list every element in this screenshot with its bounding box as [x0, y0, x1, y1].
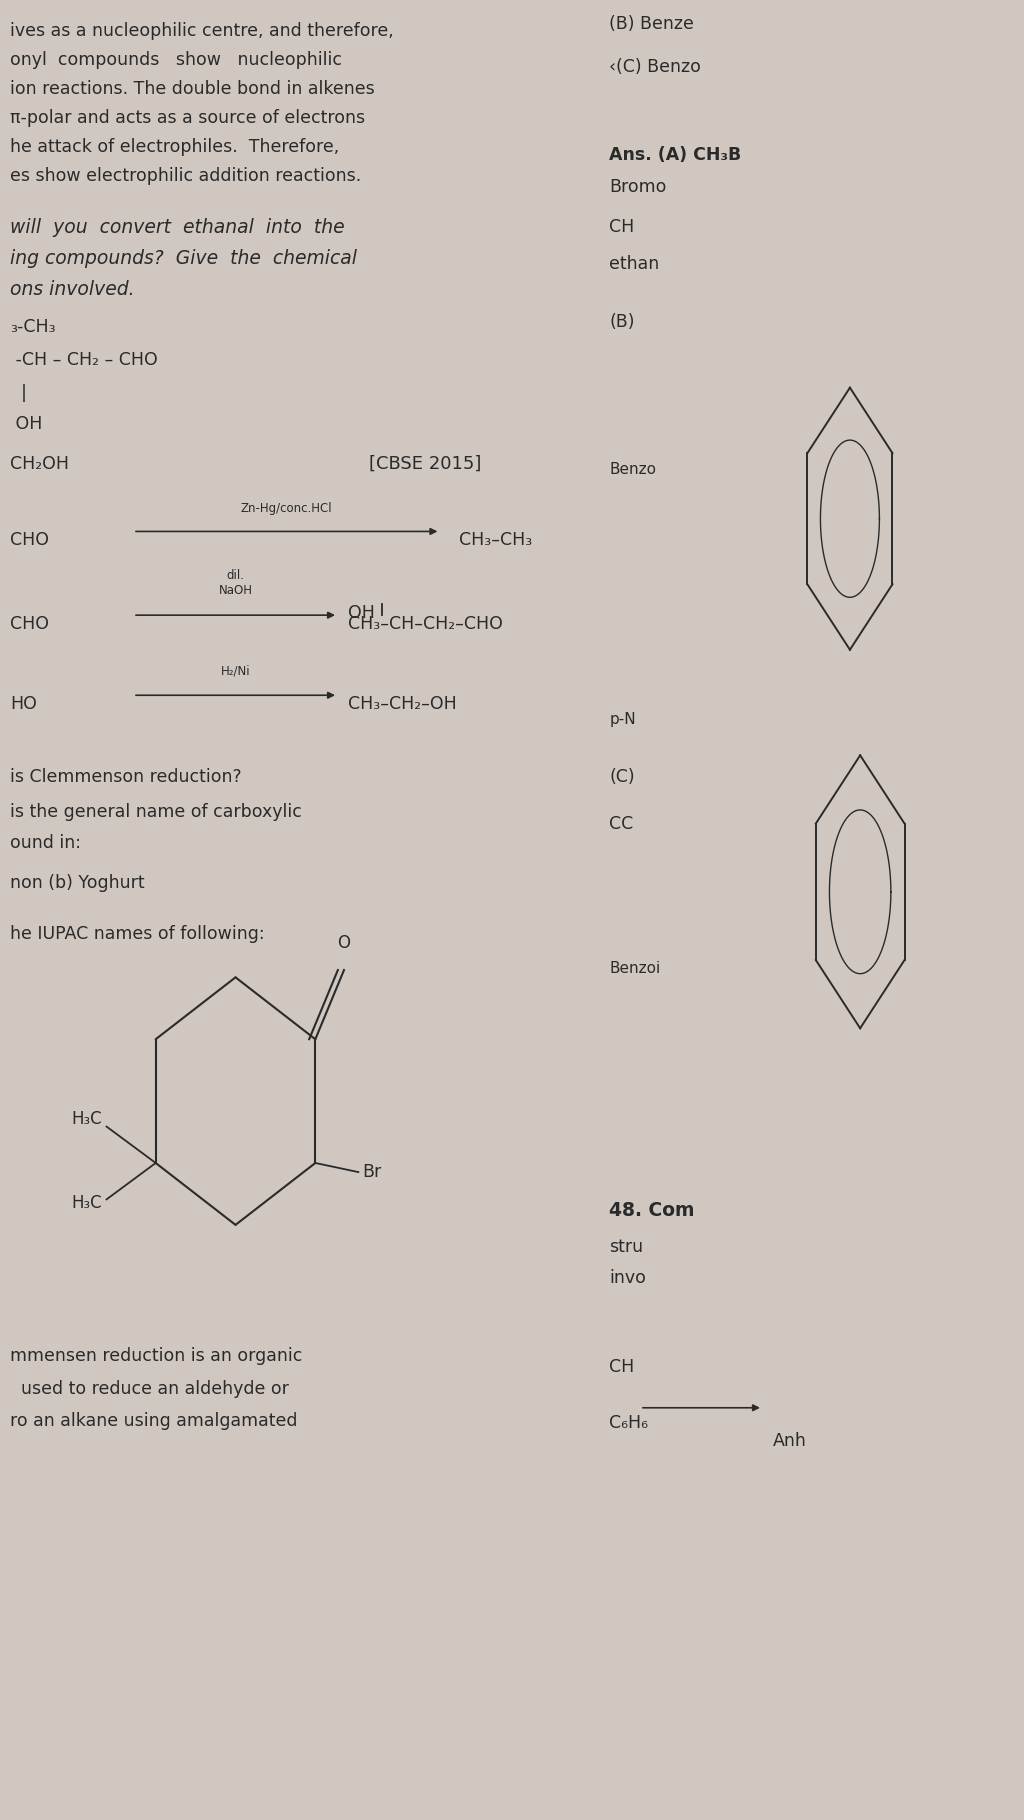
- Text: CH: CH: [609, 1358, 635, 1376]
- Text: is Clemmenson reduction?: is Clemmenson reduction?: [10, 768, 242, 786]
- Text: H₂/Ni: H₂/Ni: [221, 664, 250, 677]
- Text: dil.
NaOH: dil. NaOH: [218, 570, 253, 597]
- Text: (B) Benze: (B) Benze: [609, 15, 694, 33]
- Text: ₃-CH₃: ₃-CH₃: [10, 318, 56, 337]
- Text: invo: invo: [609, 1269, 646, 1287]
- Text: non (b) Yoghurt: non (b) Yoghurt: [10, 874, 144, 892]
- Text: will  you  convert  ethanal  into  the: will you convert ethanal into the: [10, 218, 345, 237]
- Text: CH₂OH: CH₂OH: [10, 455, 70, 473]
- Text: Benzo: Benzo: [609, 462, 656, 477]
- Text: C₆H₆: C₆H₆: [609, 1414, 648, 1432]
- Text: ro an alkane using amalgamated: ro an alkane using amalgamated: [10, 1412, 298, 1431]
- Text: CH₃–CH–CH₂–CHO: CH₃–CH–CH₂–CHO: [348, 615, 503, 633]
- Text: ing compounds?  Give  the  chemical: ing compounds? Give the chemical: [10, 249, 357, 268]
- Text: Zn-Hg/conc.HCl: Zn-Hg/conc.HCl: [241, 502, 333, 515]
- Text: ethan: ethan: [609, 255, 659, 273]
- Text: O: O: [338, 934, 350, 952]
- Text: [CBSE 2015]: [CBSE 2015]: [369, 455, 481, 473]
- Text: Benzoi: Benzoi: [609, 961, 660, 976]
- Text: CH₃–CH₂–OH: CH₃–CH₂–OH: [348, 695, 457, 713]
- Text: is the general name of carboxylic: is the general name of carboxylic: [10, 803, 302, 821]
- Text: H₃C: H₃C: [72, 1110, 102, 1128]
- Text: OH: OH: [10, 415, 43, 433]
- Text: CHO: CHO: [10, 615, 49, 633]
- Text: CC: CC: [609, 815, 634, 834]
- Text: -CH – CH₂ – CHO: -CH – CH₂ – CHO: [10, 351, 158, 369]
- Text: CH₃–CH₃: CH₃–CH₃: [459, 531, 532, 550]
- Text: (C): (C): [609, 768, 635, 786]
- Text: CH: CH: [609, 218, 635, 237]
- Text: Anh: Anh: [773, 1432, 807, 1451]
- Text: H₃C: H₃C: [72, 1194, 102, 1212]
- Text: Ans. (A) CH₃B: Ans. (A) CH₃B: [609, 146, 741, 164]
- Text: HO: HO: [10, 695, 37, 713]
- Text: (B): (B): [609, 313, 635, 331]
- Text: Br: Br: [362, 1163, 382, 1181]
- Text: OH: OH: [348, 604, 375, 622]
- Text: ound in:: ound in:: [10, 834, 81, 852]
- Text: p-N: p-N: [609, 712, 636, 726]
- Text: |: |: [10, 384, 28, 402]
- Text: Bromo: Bromo: [609, 178, 667, 197]
- Text: π-polar and acts as a source of electrons: π-polar and acts as a source of electron…: [10, 109, 366, 127]
- Text: ion reactions. The double bond in alkenes: ion reactions. The double bond in alkene…: [10, 80, 375, 98]
- Text: he attack of electrophiles.  Therefore,: he attack of electrophiles. Therefore,: [10, 138, 340, 157]
- Text: onyl  compounds   show   nucleophilic: onyl compounds show nucleophilic: [10, 51, 342, 69]
- Text: 48. Com: 48. Com: [609, 1201, 694, 1219]
- Text: mmensen reduction is an organic: mmensen reduction is an organic: [10, 1347, 303, 1365]
- Text: CHO: CHO: [10, 531, 49, 550]
- Text: used to reduce an aldehyde or: used to reduce an aldehyde or: [10, 1380, 289, 1398]
- Text: he IUPAC names of following:: he IUPAC names of following:: [10, 925, 265, 943]
- Text: stru: stru: [609, 1238, 643, 1256]
- Text: ons involved.: ons involved.: [10, 280, 135, 298]
- Text: ‹(C) Benzo: ‹(C) Benzo: [609, 58, 701, 76]
- Text: ives as a nucleophilic centre, and therefore,: ives as a nucleophilic centre, and there…: [10, 22, 394, 40]
- Text: es show electrophilic addition reactions.: es show electrophilic addition reactions…: [10, 167, 361, 186]
